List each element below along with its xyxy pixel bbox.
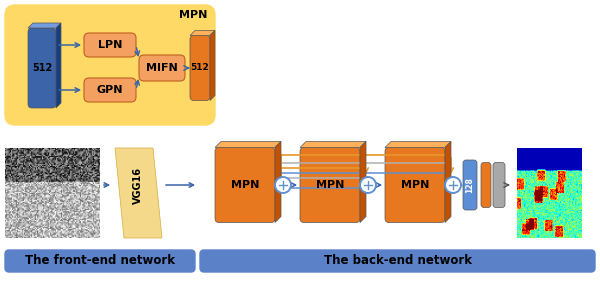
FancyBboxPatch shape	[215, 147, 275, 223]
Polygon shape	[300, 142, 366, 147]
FancyBboxPatch shape	[493, 162, 505, 208]
Text: The back-end network: The back-end network	[323, 255, 472, 268]
Polygon shape	[56, 23, 61, 108]
FancyBboxPatch shape	[5, 5, 215, 125]
Text: MPN: MPN	[401, 180, 429, 190]
Circle shape	[360, 177, 376, 193]
Text: 128: 128	[466, 177, 475, 193]
Text: LPN: LPN	[98, 40, 122, 50]
Text: GPN: GPN	[97, 85, 123, 95]
FancyBboxPatch shape	[300, 147, 360, 223]
Polygon shape	[385, 142, 451, 147]
Polygon shape	[28, 23, 61, 28]
Text: MPN: MPN	[316, 180, 344, 190]
FancyBboxPatch shape	[385, 147, 445, 223]
Circle shape	[275, 177, 291, 193]
FancyBboxPatch shape	[84, 33, 136, 57]
FancyBboxPatch shape	[5, 250, 195, 272]
Text: 512: 512	[191, 64, 209, 73]
Polygon shape	[445, 142, 451, 223]
FancyBboxPatch shape	[190, 36, 210, 101]
Text: MPN: MPN	[231, 180, 259, 190]
FancyBboxPatch shape	[463, 160, 477, 210]
Polygon shape	[360, 142, 366, 223]
Text: The front-end network: The front-end network	[25, 255, 175, 268]
FancyBboxPatch shape	[139, 55, 185, 81]
Circle shape	[445, 177, 461, 193]
Text: MPN: MPN	[179, 10, 207, 20]
Text: MIFN: MIFN	[146, 63, 178, 73]
Polygon shape	[115, 148, 162, 238]
Polygon shape	[215, 142, 281, 147]
Text: VGG16: VGG16	[133, 166, 143, 203]
FancyBboxPatch shape	[481, 162, 491, 208]
Polygon shape	[275, 142, 281, 223]
FancyBboxPatch shape	[84, 78, 136, 102]
Text: 512: 512	[32, 63, 52, 73]
Polygon shape	[210, 31, 215, 101]
FancyBboxPatch shape	[28, 28, 56, 108]
FancyBboxPatch shape	[200, 250, 595, 272]
Polygon shape	[190, 31, 215, 36]
